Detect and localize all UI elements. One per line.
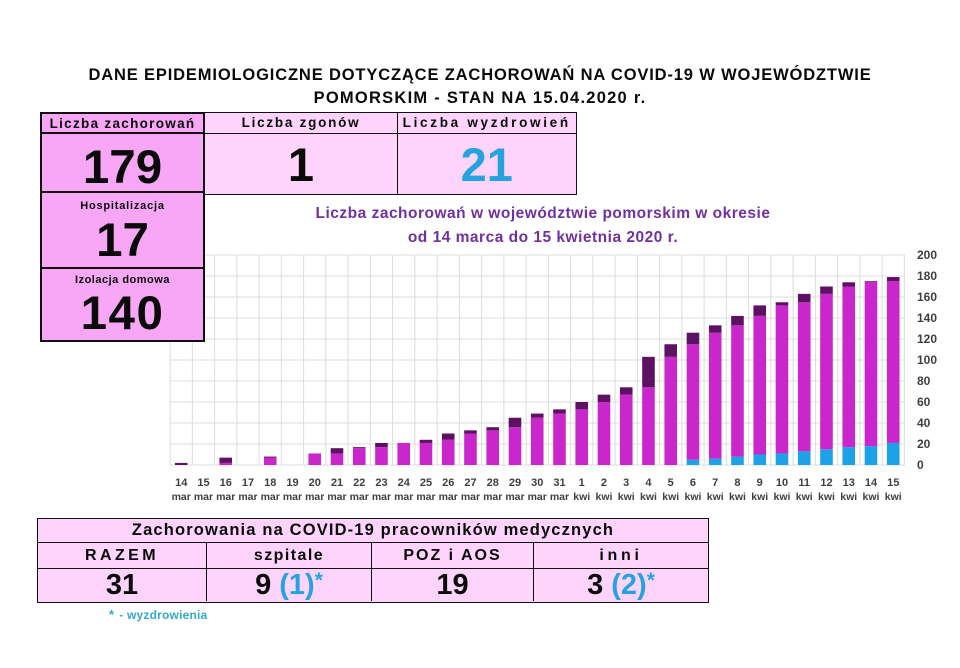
svg-text:20: 20 xyxy=(917,437,931,451)
svg-text:kwi: kwi xyxy=(818,491,835,503)
svg-text:kwi: kwi xyxy=(618,491,635,503)
svg-text:kwi: kwi xyxy=(707,491,724,503)
svg-text:13: 13 xyxy=(843,477,855,489)
svg-text:20: 20 xyxy=(309,477,321,489)
svg-text:kwi: kwi xyxy=(729,491,746,503)
svg-text:10: 10 xyxy=(776,477,788,489)
svg-text:29: 29 xyxy=(509,477,521,489)
svg-text:3: 3 xyxy=(623,477,629,489)
svg-text:kwi: kwi xyxy=(685,491,702,503)
svg-text:14: 14 xyxy=(865,477,878,489)
svg-text:28: 28 xyxy=(487,477,499,489)
svg-text:2: 2 xyxy=(601,477,607,489)
svg-text:31: 31 xyxy=(553,477,565,489)
svg-text:15: 15 xyxy=(197,477,209,489)
svg-text:100: 100 xyxy=(917,353,937,367)
svg-text:24: 24 xyxy=(398,477,411,489)
svg-text:kwi: kwi xyxy=(640,491,657,503)
svg-text:40: 40 xyxy=(917,416,931,430)
svg-text:mar: mar xyxy=(305,491,324,503)
svg-text:0: 0 xyxy=(917,458,924,472)
svg-text:kwi: kwi xyxy=(751,491,768,503)
svg-text:mar: mar xyxy=(416,491,435,503)
svg-text:mar: mar xyxy=(172,491,191,503)
svg-text:mar: mar xyxy=(216,491,235,503)
svg-text:5: 5 xyxy=(668,477,674,489)
svg-text:mar: mar xyxy=(283,491,302,503)
svg-text:mar: mar xyxy=(550,491,569,503)
svg-text:200: 200 xyxy=(917,248,937,262)
svg-text:17: 17 xyxy=(242,477,254,489)
svg-text:27: 27 xyxy=(464,477,476,489)
svg-text:120: 120 xyxy=(917,332,937,346)
svg-text:4: 4 xyxy=(645,477,652,489)
svg-text:30: 30 xyxy=(531,477,543,489)
svg-text:16: 16 xyxy=(220,477,232,489)
svg-text:60: 60 xyxy=(917,395,931,409)
svg-text:mar: mar xyxy=(528,491,547,503)
svg-text:kwi: kwi xyxy=(885,491,902,503)
svg-text:25: 25 xyxy=(420,477,432,489)
svg-text:11: 11 xyxy=(798,477,810,489)
svg-text:26: 26 xyxy=(442,477,454,489)
svg-text:140: 140 xyxy=(917,311,937,325)
svg-text:mar: mar xyxy=(238,491,257,503)
svg-text:mar: mar xyxy=(350,491,369,503)
svg-text:15: 15 xyxy=(887,477,899,489)
svg-text:160: 160 xyxy=(917,290,937,304)
svg-text:mar: mar xyxy=(505,491,524,503)
svg-text:23: 23 xyxy=(375,477,387,489)
svg-text:mar: mar xyxy=(439,491,458,503)
svg-text:22: 22 xyxy=(353,477,365,489)
svg-text:14: 14 xyxy=(175,477,188,489)
svg-text:12: 12 xyxy=(820,477,832,489)
svg-text:180: 180 xyxy=(917,269,937,283)
svg-text:9: 9 xyxy=(757,477,763,489)
svg-text:mar: mar xyxy=(372,491,391,503)
svg-text:mar: mar xyxy=(261,491,280,503)
svg-text:kwi: kwi xyxy=(662,491,679,503)
svg-text:kwi: kwi xyxy=(796,491,813,503)
svg-text:80: 80 xyxy=(917,374,931,388)
svg-text:kwi: kwi xyxy=(573,491,590,503)
svg-text:mar: mar xyxy=(483,491,502,503)
svg-text:kwi: kwi xyxy=(596,491,613,503)
svg-text:18: 18 xyxy=(264,477,276,489)
svg-text:21: 21 xyxy=(331,477,343,489)
svg-text:mar: mar xyxy=(461,491,480,503)
svg-text:kwi: kwi xyxy=(774,491,791,503)
svg-text:kwi: kwi xyxy=(863,491,880,503)
svg-text:6: 6 xyxy=(690,477,696,489)
svg-text:7: 7 xyxy=(712,477,718,489)
svg-text:kwi: kwi xyxy=(840,491,857,503)
svg-text:8: 8 xyxy=(734,477,740,489)
svg-text:19: 19 xyxy=(286,477,298,489)
svg-text:mar: mar xyxy=(394,491,413,503)
svg-text:mar: mar xyxy=(194,491,213,503)
svg-text:1: 1 xyxy=(579,477,585,489)
svg-text:mar: mar xyxy=(327,491,346,503)
